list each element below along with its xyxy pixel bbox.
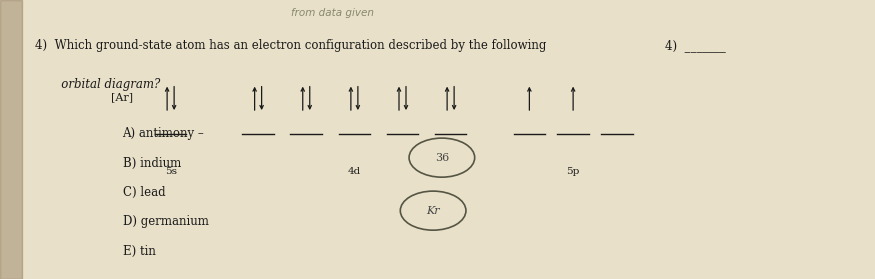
Text: E) tin: E) tin bbox=[123, 245, 156, 258]
Text: 4)  _______: 4) _______ bbox=[665, 39, 725, 52]
Text: A) antimony –: A) antimony – bbox=[123, 128, 204, 140]
Text: 5p: 5p bbox=[566, 167, 580, 176]
Text: 5s: 5s bbox=[164, 167, 177, 176]
Bar bbox=[0, 0, 22, 279]
Text: B) indium: B) indium bbox=[123, 157, 181, 170]
Text: orbital diagram?: orbital diagram? bbox=[35, 78, 160, 91]
Text: [Ar]: [Ar] bbox=[111, 93, 134, 103]
Text: 4d: 4d bbox=[347, 167, 361, 176]
Text: C) lead: C) lead bbox=[123, 186, 165, 199]
Text: from data given: from data given bbox=[291, 8, 374, 18]
Text: 36: 36 bbox=[435, 153, 449, 163]
Text: D) germanium: D) germanium bbox=[123, 215, 208, 228]
Text: Kr: Kr bbox=[426, 206, 440, 216]
Text: 4)  Which ground-state atom has an electron configuration described by the follo: 4) Which ground-state atom has an electr… bbox=[35, 39, 546, 52]
